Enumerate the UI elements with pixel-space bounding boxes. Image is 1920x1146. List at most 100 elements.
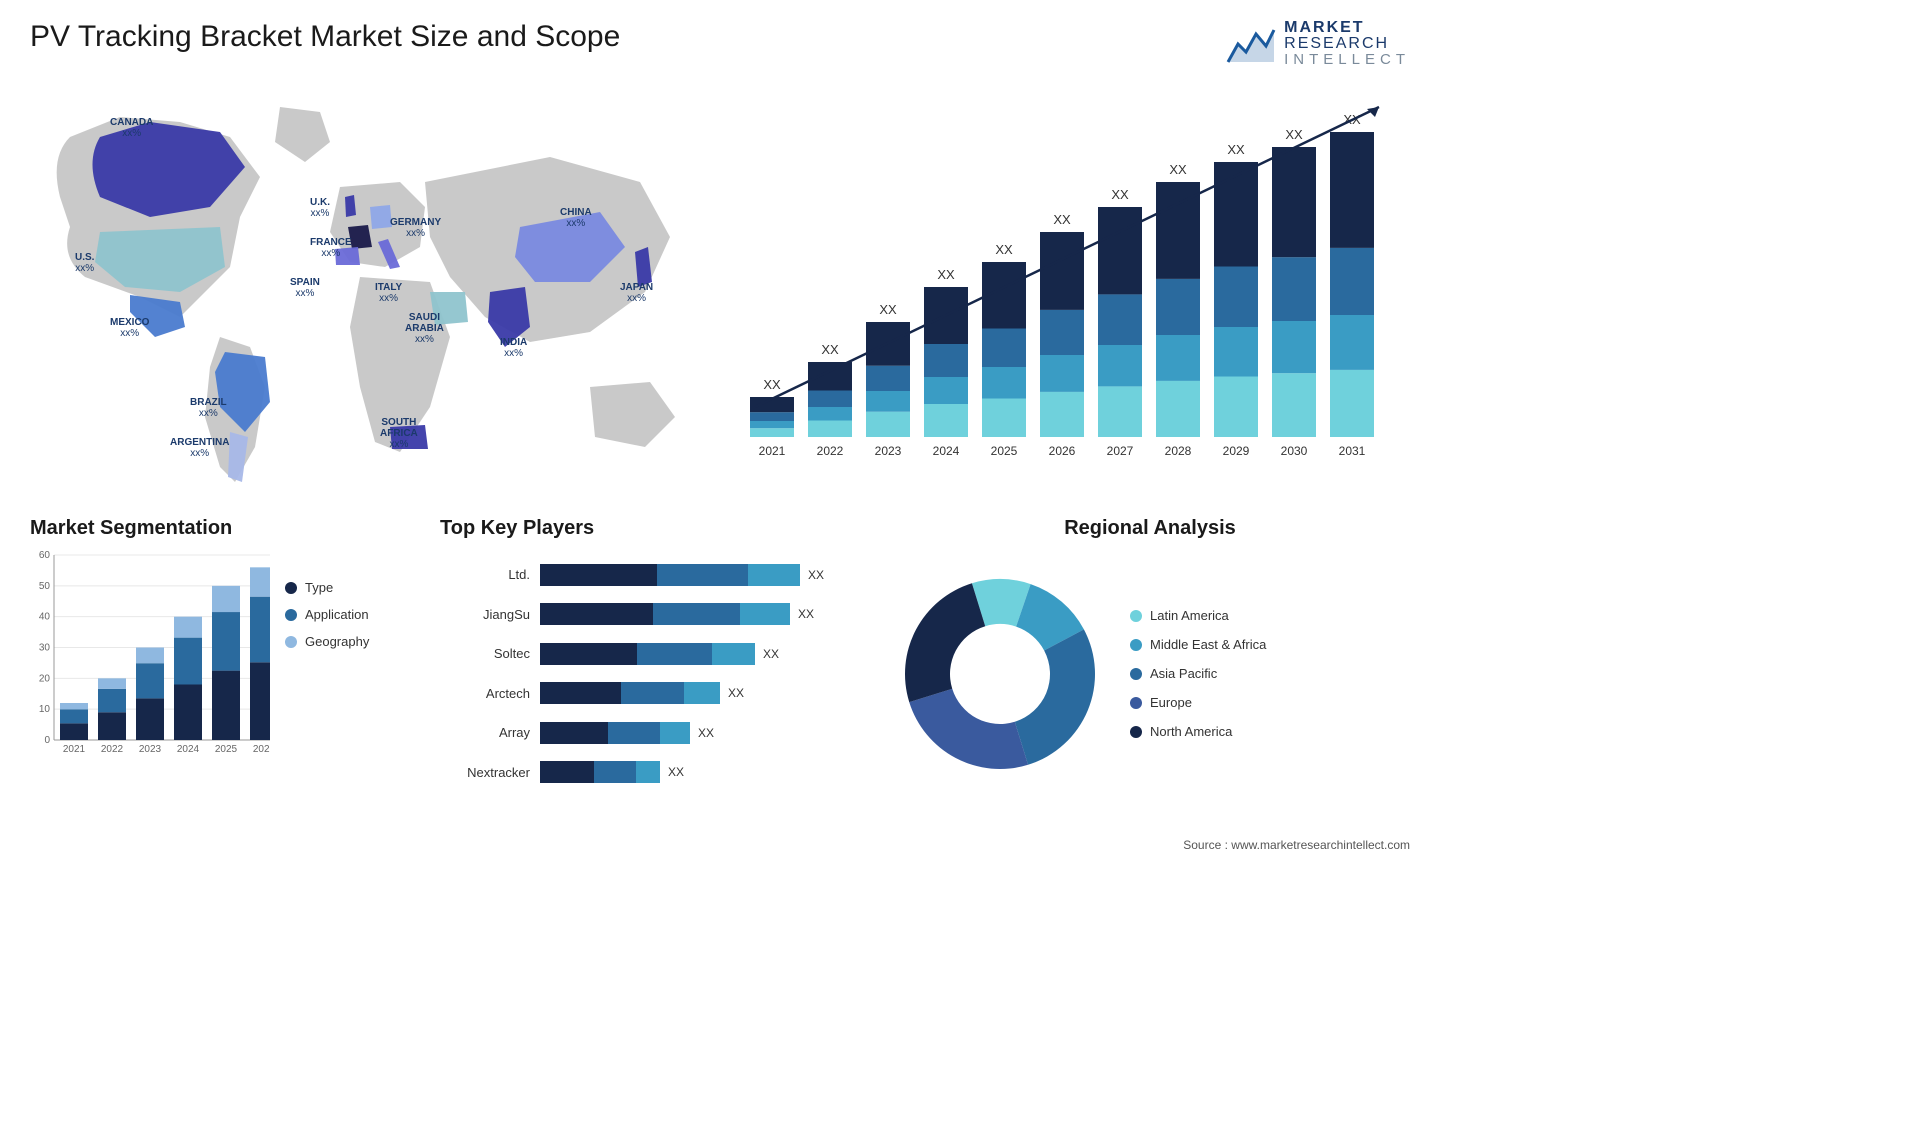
svg-text:2025: 2025 xyxy=(215,744,238,755)
player-bar xyxy=(540,682,720,704)
svg-text:2025: 2025 xyxy=(991,444,1018,458)
legend-dot-icon xyxy=(1130,697,1142,709)
growth-chart-panel: XX 2021 XX 2022 XX 2023 XX 2024 XX 2025 XX 2026 XX 20… xyxy=(740,87,1410,487)
svg-text:2026: 2026 xyxy=(253,744,270,755)
player-value: XX xyxy=(728,686,744,700)
map-label-china: CHINAxx% xyxy=(560,207,592,229)
svg-text:XX: XX xyxy=(879,302,897,317)
players-title: Top Key Players xyxy=(440,517,860,540)
legend-dot-icon xyxy=(1130,726,1142,738)
world-map-panel: CANADAxx%U.S.xx%MEXICOxx%BRAZILxx%ARGENT… xyxy=(30,87,710,487)
player-label: Arctech xyxy=(440,686,530,701)
svg-text:50: 50 xyxy=(39,581,51,592)
logo-text-2: RESEARCH xyxy=(1284,36,1410,52)
player-bar-row: XX xyxy=(540,601,860,627)
legend-dot-icon xyxy=(1130,668,1142,680)
source-attribution: Source : www.marketresearchintellect.com xyxy=(1183,838,1410,852)
player-bar xyxy=(540,722,690,744)
seg-legend-item: Type xyxy=(285,580,410,595)
svg-text:0: 0 xyxy=(44,735,50,746)
svg-text:2021: 2021 xyxy=(759,444,786,458)
regional-legend: Latin America Middle East & Africa Asia Pa… xyxy=(1130,608,1410,739)
legend-label: Type xyxy=(305,580,333,595)
svg-text:30: 30 xyxy=(39,643,51,654)
legend-label: Application xyxy=(305,607,369,622)
regional-legend-item: Middle East & Africa xyxy=(1130,637,1410,652)
logo-text-3: INTELLECT xyxy=(1284,52,1410,67)
legend-dot-icon xyxy=(1130,639,1142,651)
player-value: XX xyxy=(798,607,814,621)
seg-legend-item: Geography xyxy=(285,634,410,649)
svg-text:2031: 2031 xyxy=(1339,444,1366,458)
page-title: PV Tracking Bracket Market Size and Scop… xyxy=(30,20,620,54)
svg-text:10: 10 xyxy=(39,704,51,715)
regional-donut-chart xyxy=(895,569,1105,779)
segmentation-bar-chart: 0102030405060202120222023202420252026 xyxy=(30,550,270,770)
brand-logo: MARKET RESEARCH INTELLECT xyxy=(1226,20,1410,67)
svg-text:2022: 2022 xyxy=(817,444,844,458)
player-label: Soltec xyxy=(440,646,530,661)
map-label-uk: U.K.xx% xyxy=(310,197,330,219)
player-value: XX xyxy=(808,568,824,582)
svg-text:2026: 2026 xyxy=(1049,444,1076,458)
header: PV Tracking Bracket Market Size and Scop… xyxy=(30,20,1410,67)
map-label-italy: ITALYxx% xyxy=(375,282,402,304)
map-label-india: INDIAxx% xyxy=(500,337,527,359)
map-label-canada: CANADAxx% xyxy=(110,117,153,139)
svg-text:2024: 2024 xyxy=(933,444,960,458)
regional-title: Regional Analysis xyxy=(890,517,1410,540)
regional-legend-item: Latin America xyxy=(1130,608,1410,623)
svg-text:2021: 2021 xyxy=(63,744,86,755)
player-label: Array xyxy=(440,725,530,740)
svg-text:2023: 2023 xyxy=(139,744,162,755)
player-value: XX xyxy=(668,765,684,779)
svg-text:2030: 2030 xyxy=(1281,444,1308,458)
svg-text:XX: XX xyxy=(1053,212,1071,227)
svg-text:2029: 2029 xyxy=(1223,444,1250,458)
segmentation-legend: Type Application Geography xyxy=(285,550,410,797)
player-bar-row: XX xyxy=(540,720,860,746)
logo-text-1: MARKET xyxy=(1284,20,1410,36)
player-bar-row: XX xyxy=(540,562,860,588)
player-value: XX xyxy=(763,647,779,661)
regional-legend-item: Asia Pacific xyxy=(1130,666,1410,681)
svg-text:XX: XX xyxy=(995,242,1013,257)
svg-text:2027: 2027 xyxy=(1107,444,1134,458)
legend-label: Europe xyxy=(1150,695,1192,710)
legend-label: North America xyxy=(1150,724,1232,739)
legend-label: Asia Pacific xyxy=(1150,666,1217,681)
player-bar xyxy=(540,761,660,783)
players-labels: Ltd. JiangSu Soltec Arctech Array Nextracker xyxy=(440,550,530,797)
svg-text:2022: 2022 xyxy=(101,744,124,755)
player-bar xyxy=(540,603,790,625)
svg-text:XX: XX xyxy=(937,267,955,282)
legend-dot-icon xyxy=(1130,610,1142,622)
player-bar xyxy=(540,564,800,586)
svg-text:40: 40 xyxy=(39,612,51,623)
map-label-japan: JAPANxx% xyxy=(620,282,653,304)
segmentation-title: Market Segmentation xyxy=(30,517,410,540)
player-value: XX xyxy=(698,726,714,740)
map-label-southafrica: SOUTHAFRICAxx% xyxy=(380,417,418,450)
map-label-mexico: MEXICOxx% xyxy=(110,317,149,339)
legend-label: Middle East & Africa xyxy=(1150,637,1266,652)
svg-text:XX: XX xyxy=(1285,127,1303,142)
world-map xyxy=(30,87,710,487)
map-label-germany: GERMANYxx% xyxy=(390,217,441,239)
svg-text:XX: XX xyxy=(1111,187,1129,202)
legend-label: Latin America xyxy=(1150,608,1229,623)
regional-analysis-panel: Regional Analysis Latin America Middle Ea… xyxy=(890,517,1410,797)
svg-text:2028: 2028 xyxy=(1165,444,1192,458)
svg-text:XX: XX xyxy=(1227,142,1245,157)
regional-legend-item: North America xyxy=(1130,724,1410,739)
legend-label: Geography xyxy=(305,634,369,649)
seg-legend-item: Application xyxy=(285,607,410,622)
legend-dot-icon xyxy=(285,636,297,648)
player-label: JiangSu xyxy=(440,607,530,622)
map-label-france: FRANCExx% xyxy=(310,237,352,259)
map-label-spain: SPAINxx% xyxy=(290,277,320,299)
player-label: Nextracker xyxy=(440,765,530,780)
player-label: Ltd. xyxy=(440,567,530,582)
map-label-us: U.S.xx% xyxy=(75,252,94,274)
svg-text:2023: 2023 xyxy=(875,444,902,458)
